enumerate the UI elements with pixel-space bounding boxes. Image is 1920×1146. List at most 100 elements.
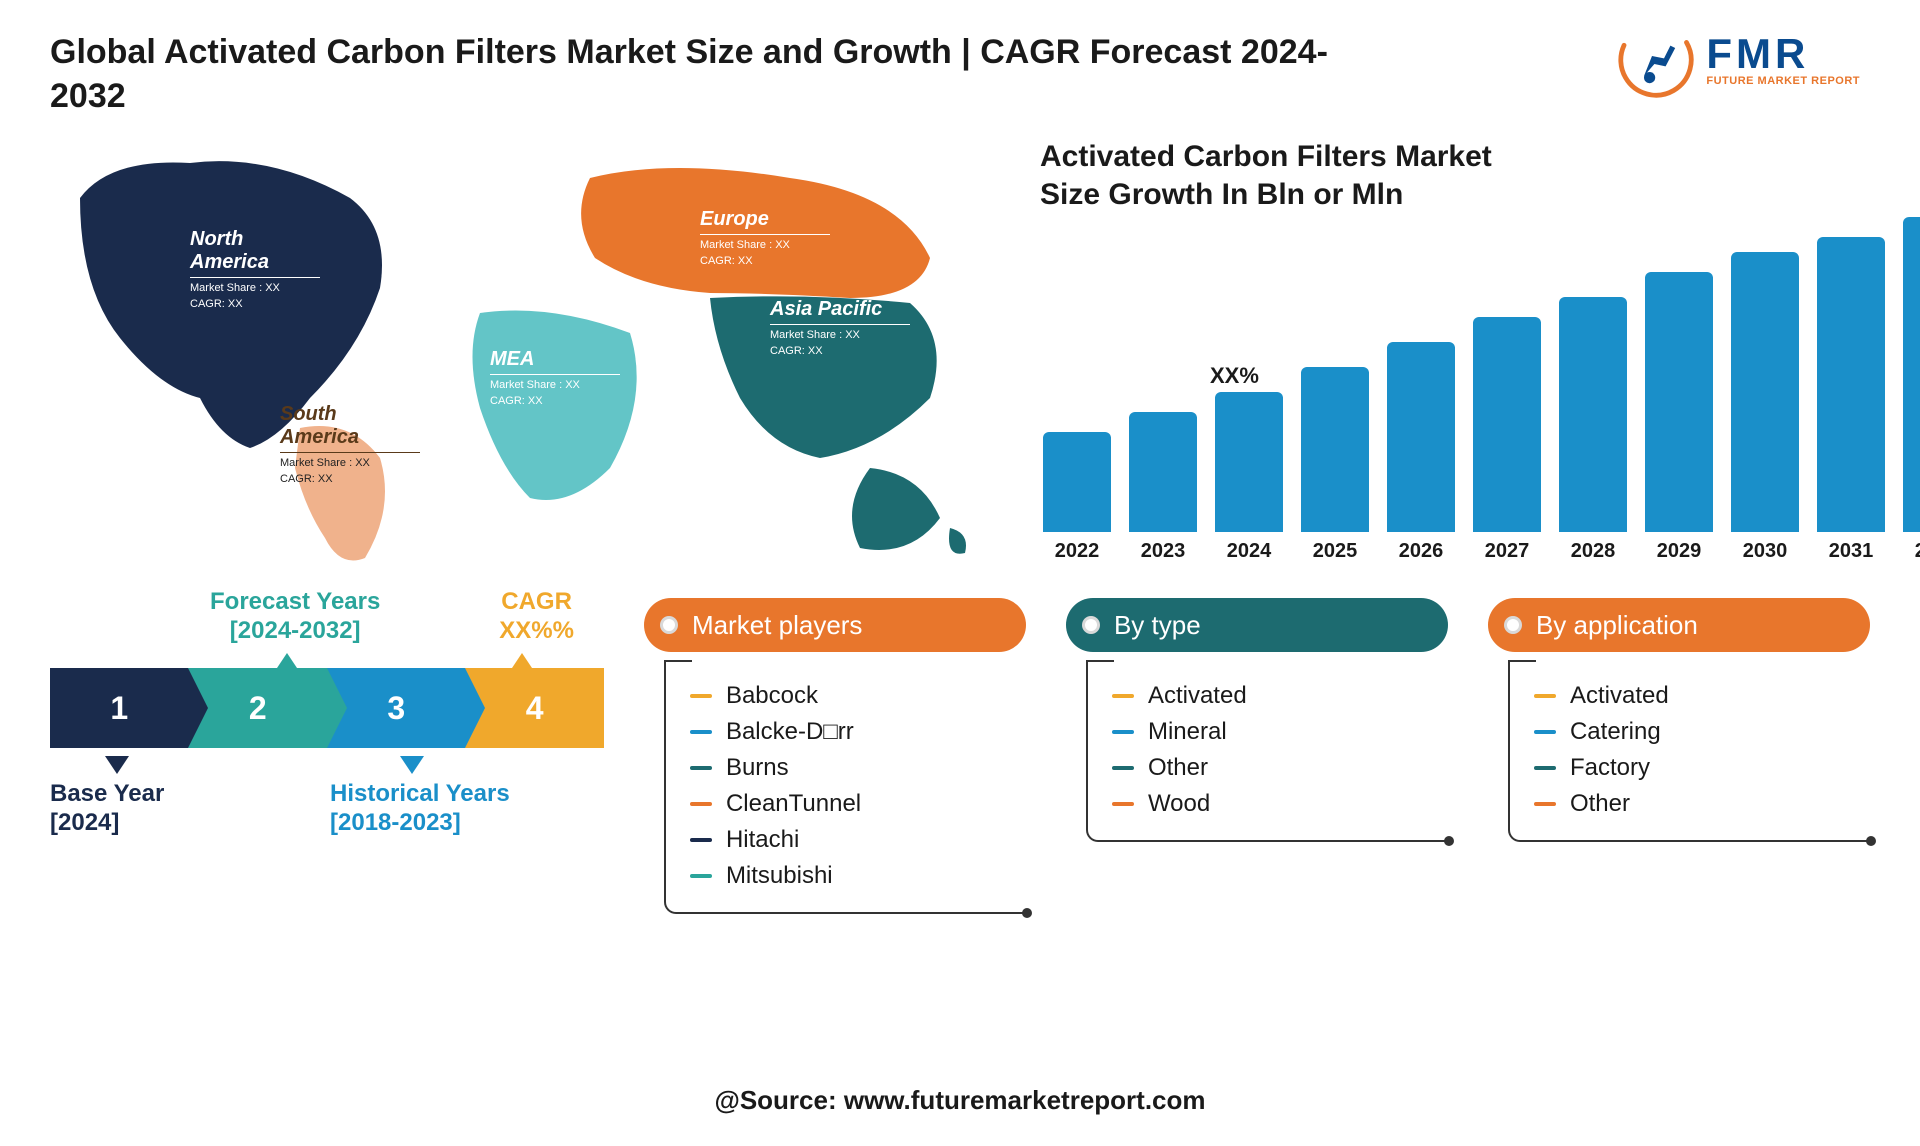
bar (1215, 392, 1283, 532)
fmr-logo: FMR FUTURE MARKET REPORT (1616, 20, 1860, 100)
bar (1387, 342, 1455, 532)
bar-col: 2026 (1384, 342, 1458, 563)
list-item-text: Wood (1148, 790, 1210, 818)
bar-col: 2024 (1212, 392, 1286, 563)
color-tick-icon (690, 730, 712, 734)
bar (1731, 252, 1799, 532)
list-item: Balcke-D□rr (690, 718, 1026, 746)
timeline-seg-4: 4 (465, 668, 603, 748)
bar (1043, 432, 1111, 532)
bar-year-label: 2032 (1915, 540, 1920, 563)
bar (1559, 297, 1627, 532)
list-item: Hitachi (690, 826, 1026, 854)
market-players-list: Babcock Balcke-D□rr Burns CleanTunnel Hitach… (664, 660, 1026, 914)
list-item-text: CleanTunnel (726, 790, 861, 818)
bar-year-label: 2023 (1141, 540, 1186, 563)
pill-label: By type (1114, 610, 1201, 641)
timeline-seg-2: 2 (188, 668, 326, 748)
bar (1301, 367, 1369, 532)
list-item-text: Activated (1570, 682, 1669, 710)
bar-col: 2030 (1728, 252, 1802, 563)
bar-col: 2029 (1642, 272, 1716, 563)
by-type-list: Activated Mineral Other Wood (1086, 660, 1448, 842)
pill-label: Market players (692, 610, 863, 641)
bar-col: 2028 (1556, 297, 1630, 563)
bar-year-label: 2024 (1227, 540, 1272, 563)
bullet-icon (1082, 616, 1100, 634)
cagr-label: CAGRXX%% (499, 588, 574, 646)
base-year-label: Base Year[2024] (50, 780, 164, 838)
logo-subtitle: FUTURE MARKET REPORT (1706, 75, 1860, 87)
color-tick-icon (690, 694, 712, 698)
color-tick-icon (690, 802, 712, 806)
list-item: Babcock (690, 682, 1026, 710)
region-label-eu: EuropeMarket Share : XXCAGR: XX (700, 208, 830, 269)
chart-title: Activated Carbon Filters Market Size Gro… (1040, 138, 1540, 213)
chart-bars: XX% XX% 20222023202420252026202720282029… (1040, 243, 1920, 563)
forecast-years-label: Forecast Years[2024-2032] (210, 588, 380, 646)
arrow-down-icon (400, 756, 424, 774)
bar-col: 2027 (1470, 317, 1544, 563)
list-item-text: Balcke-D□rr (726, 718, 854, 746)
world-map: North AmericaMarket Share : XXCAGR: XXSo… (50, 138, 990, 568)
bar (1817, 237, 1885, 532)
color-tick-icon (1112, 694, 1134, 698)
list-item: CleanTunnel (690, 790, 1026, 818)
source-attribution: @Source: www.futuremarketreport.com (0, 1085, 1920, 1116)
telescope-icon (1616, 20, 1696, 100)
by-type-column: By type Activated Mineral Other Wood (1066, 598, 1448, 842)
list-item: Other (1534, 790, 1870, 818)
color-tick-icon (1112, 766, 1134, 770)
bar-col: 2023 (1126, 412, 1200, 563)
color-tick-icon (1112, 730, 1134, 734)
list-item: Activated (1112, 682, 1448, 710)
bar-col: 2031 (1814, 237, 1888, 563)
bar-year-label: 2028 (1571, 540, 1616, 563)
bar-chart: Activated Carbon Filters Market Size Gro… (1020, 138, 1920, 568)
list-item-text: Other (1148, 754, 1208, 782)
bar-year-label: 2031 (1829, 540, 1874, 563)
list-item-text: Catering (1570, 718, 1661, 746)
list-item-text: Other (1570, 790, 1630, 818)
arrow-down-icon (105, 756, 129, 774)
list-item-text: Mineral (1148, 718, 1227, 746)
bar-year-label: 2026 (1399, 540, 1444, 563)
list-item-text: Mitsubishi (726, 862, 833, 890)
chart-annot-2024: XX% (1210, 363, 1259, 389)
list-item: Activated (1534, 682, 1870, 710)
market-players-pill: Market players (644, 598, 1026, 652)
bullet-icon (1504, 616, 1522, 634)
bar-year-label: 2029 (1657, 540, 1702, 563)
list-item-text: Factory (1570, 754, 1650, 782)
color-tick-icon (690, 874, 712, 878)
bar-year-label: 2025 (1313, 540, 1358, 563)
timeline-bar: 1234 (50, 668, 604, 748)
bar (1473, 317, 1541, 532)
color-tick-icon (1112, 802, 1134, 806)
bar-col: 2025 (1298, 367, 1372, 563)
list-item-text: Burns (726, 754, 789, 782)
list-item: Mitsubishi (690, 862, 1026, 890)
bar-col: 2022 (1040, 432, 1114, 563)
list-item: Factory (1534, 754, 1870, 782)
page-title: Global Activated Carbon Filters Market S… (50, 30, 1350, 118)
region-label-ap: Asia PacificMarket Share : XXCAGR: XX (770, 298, 910, 359)
bar-year-label: 2022 (1055, 540, 1100, 563)
bar-col: 2032 (1900, 217, 1920, 563)
color-tick-icon (690, 766, 712, 770)
list-item: Other (1112, 754, 1448, 782)
list-item: Burns (690, 754, 1026, 782)
list-item: Wood (1112, 790, 1448, 818)
timeline-infographic: Forecast Years[2024-2032] CAGRXX%% 1234 … (50, 598, 604, 748)
logo-text: FMR (1706, 33, 1860, 75)
region-label-mea: MEAMarket Share : XXCAGR: XX (490, 348, 620, 409)
by-application-pill: By application (1488, 598, 1870, 652)
color-tick-icon (1534, 766, 1556, 770)
color-tick-icon (1534, 694, 1556, 698)
color-tick-icon (1534, 730, 1556, 734)
bar (1129, 412, 1197, 532)
pill-label: By application (1536, 610, 1698, 641)
list-item-text: Babcock (726, 682, 818, 710)
region-label-sa: South AmericaMarket Share : XXCAGR: XX (280, 403, 420, 487)
timeline-seg-3: 3 (327, 668, 465, 748)
